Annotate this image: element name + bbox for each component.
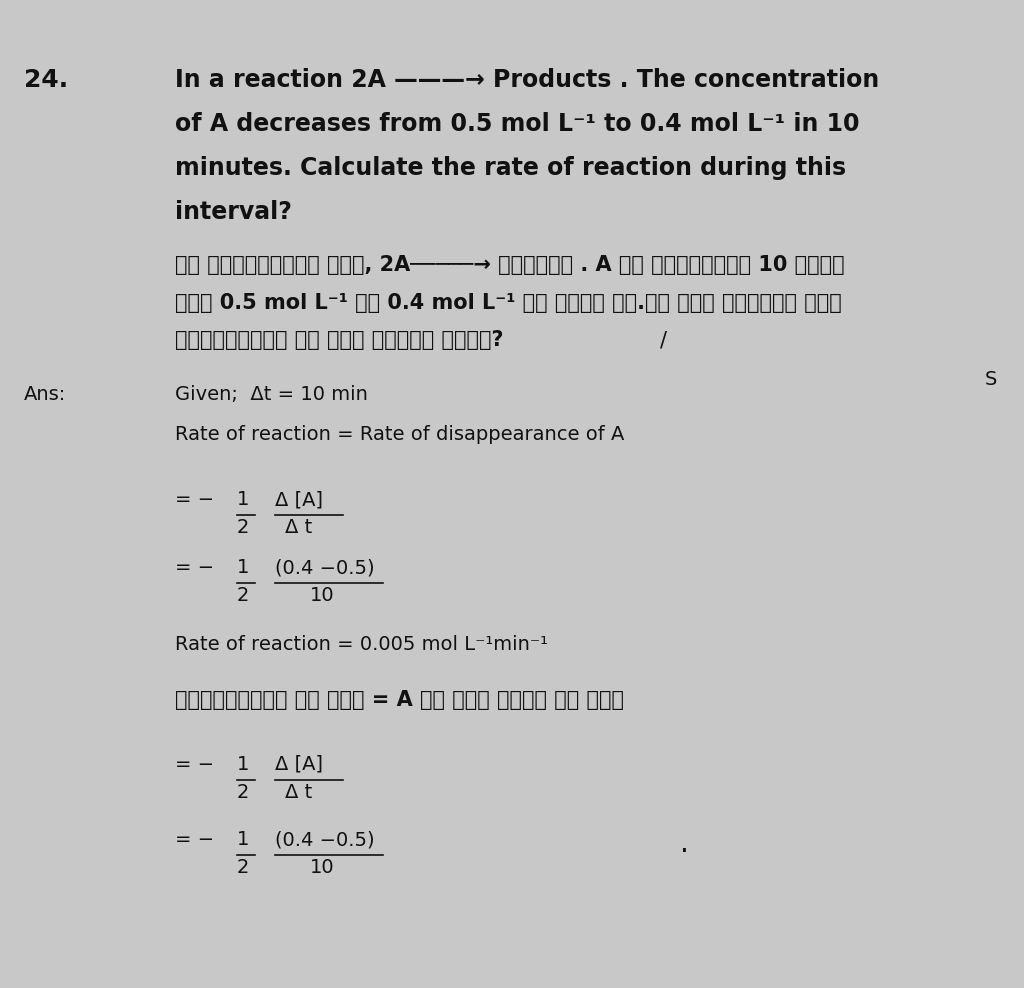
Text: 1: 1 xyxy=(237,755,250,774)
Text: = −: = − xyxy=(175,755,214,774)
Text: .: . xyxy=(680,830,689,858)
Text: 10: 10 xyxy=(310,586,335,605)
Text: अभिक्रिया का वेग = A का हास होने का वेग: अभिक्रिया का वेग = A का हास होने का वेग xyxy=(175,690,624,710)
Text: of A decreases from 0.5 mol L⁻¹ to 0.4 mol L⁻¹ in 10: of A decreases from 0.5 mol L⁻¹ to 0.4 m… xyxy=(175,112,859,136)
Text: /: / xyxy=(660,330,667,350)
Text: = −: = − xyxy=(175,490,214,509)
Text: Rate of reaction = 0.005 mol L⁻¹min⁻¹: Rate of reaction = 0.005 mol L⁻¹min⁻¹ xyxy=(175,635,548,654)
Text: Δ [A]: Δ [A] xyxy=(275,490,323,509)
Text: अभिक्रिया का वेग ज्ञात करें?: अभिक्रिया का वेग ज्ञात करें? xyxy=(175,330,504,350)
Text: 2: 2 xyxy=(237,586,250,605)
Text: 10: 10 xyxy=(310,858,335,877)
Text: एक अभिक्रिया में, 2A─────→ उत्पाद . A का सांद्रता 10 मिनट: एक अभिक्रिया में, 2A─────→ उत्पाद . A का… xyxy=(175,255,845,275)
Text: S: S xyxy=(985,370,997,389)
Text: 1: 1 xyxy=(237,558,250,577)
Text: Δ [A]: Δ [A] xyxy=(275,755,323,774)
Text: 2: 2 xyxy=(237,858,250,877)
Text: In a reaction 2A ———→ Products . The concentration: In a reaction 2A ———→ Products . The con… xyxy=(175,68,880,92)
Text: 2: 2 xyxy=(237,518,250,537)
Text: = −: = − xyxy=(175,830,214,849)
Text: 24.: 24. xyxy=(24,68,69,92)
Text: interval?: interval? xyxy=(175,200,292,224)
Text: Ans:: Ans: xyxy=(24,385,67,404)
Text: (0.4 −0.5): (0.4 −0.5) xyxy=(275,558,375,577)
Text: Δ t: Δ t xyxy=(285,783,312,802)
Text: Δ t: Δ t xyxy=(285,518,312,537)
Text: Given;  Δt = 10 min: Given; Δt = 10 min xyxy=(175,385,368,404)
Text: minutes. Calculate the rate of reaction during this: minutes. Calculate the rate of reaction … xyxy=(175,156,846,180)
Text: (0.4 −0.5): (0.4 −0.5) xyxy=(275,830,375,849)
Text: = −: = − xyxy=(175,558,214,577)
Text: 1: 1 xyxy=(237,830,250,849)
Text: 2: 2 xyxy=(237,783,250,802)
Text: में 0.5 mol L⁻¹ से 0.4 mol L⁻¹ हो जाता है.इस समय अंतराल में: में 0.5 mol L⁻¹ से 0.4 mol L⁻¹ हो जाता ह… xyxy=(175,293,842,313)
Text: 1: 1 xyxy=(237,490,250,509)
Text: Rate of reaction = Rate of disappearance of A: Rate of reaction = Rate of disappearance… xyxy=(175,425,625,444)
